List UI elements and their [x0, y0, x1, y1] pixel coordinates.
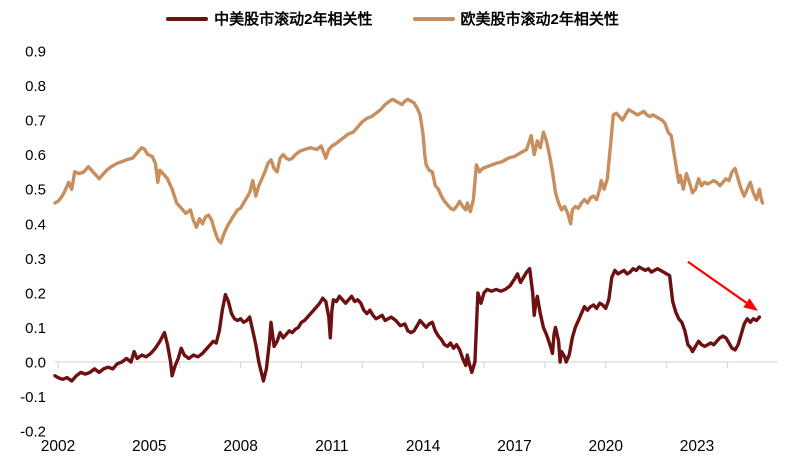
y-tick-label: 0.8: [25, 78, 46, 95]
chart-legend: 中美股市滚动2年相关性 欧美股市滚动2年相关性: [0, 8, 785, 29]
x-tick-label: 2002: [41, 438, 75, 455]
y-tick-label: -0.1: [20, 389, 46, 406]
series-line-eu-us: [53, 97, 765, 245]
y-tick-label: -0.2: [20, 424, 46, 441]
x-tick-label: 2020: [588, 438, 623, 455]
y-tick-label: 0.2: [25, 285, 46, 302]
x-tick-label: 2008: [223, 438, 257, 455]
legend-label-cn-us: 中美股市滚动2年相关性: [214, 11, 373, 28]
y-tick-label: 0.1: [25, 320, 46, 337]
y-tick-label: 0.5: [25, 182, 46, 199]
y-tick-label: 0.6: [25, 147, 46, 164]
legend-item-eu-us: 欧美股市滚动2年相关性: [412, 8, 619, 29]
y-tick-label: 0.9: [25, 43, 46, 60]
x-tick-label: 2011: [315, 438, 348, 455]
legend-swatch-cn-us-icon: [166, 16, 209, 21]
x-tick-label: 2023: [680, 438, 714, 455]
y-axis-labels: 0.9 0.8 0.7 0.6 0.5 0.4 0.3 0.2 0.1 0.0 -0.1 -0.2: [20, 43, 46, 440]
y-tick-label: 0.0: [25, 355, 46, 372]
x-axis: [55, 361, 778, 368]
x-tick-label: 2014: [406, 438, 441, 455]
y-tick-label: 0.7: [25, 113, 46, 130]
x-tick-label: 2017: [497, 438, 531, 455]
y-tick-label: 0.4: [25, 216, 46, 233]
legend-item-cn-us: 中美股市滚动2年相关性: [166, 8, 373, 29]
x-axis-labels: 2002 2005 2008 2011 2014 2017 2020 2023: [41, 438, 715, 455]
legend-label-eu-us: 欧美股市滚动2年相关性: [460, 11, 619, 28]
y-tick-label: 0.3: [25, 251, 46, 268]
series-line-cn-us: [53, 265, 762, 383]
x-tick-label: 2005: [132, 438, 166, 455]
trend-arrow-annotation: [687, 260, 758, 311]
legend-swatch-eu-us-icon: [412, 16, 455, 21]
